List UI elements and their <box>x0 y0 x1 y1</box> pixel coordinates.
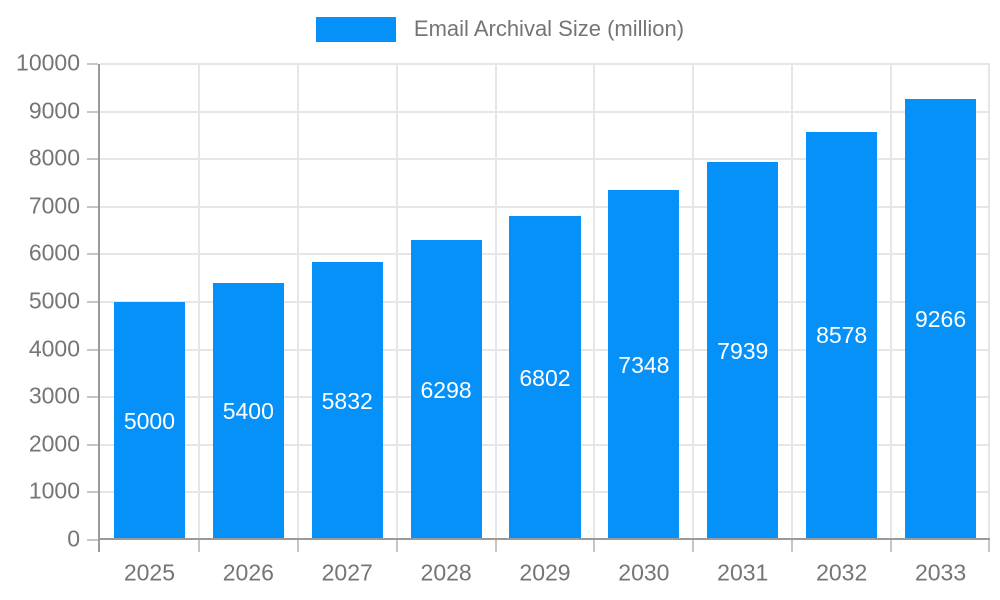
gridline-vertical <box>988 64 990 540</box>
gridline-vertical <box>593 64 596 540</box>
bar-2025[interactable]: 5000 <box>113 302 186 540</box>
gridline-vertical <box>296 64 299 540</box>
bar-2031[interactable]: 7939 <box>707 162 779 540</box>
gridline-vertical <box>791 64 794 540</box>
bar-2033[interactable]: 9266 <box>904 98 977 540</box>
x-axis-label: 2027 <box>321 559 373 586</box>
y-axis-label: 7000 <box>28 192 80 219</box>
y-axis-tick <box>87 539 98 541</box>
gridline-vertical <box>197 64 200 540</box>
bar-value-label: 9266 <box>914 305 967 332</box>
gridline-vertical <box>494 64 497 540</box>
legend-label: Email Archival Size (million) <box>413 16 685 41</box>
x-axis-label: 2030 <box>618 559 670 586</box>
y-axis-label: 9000 <box>28 97 80 124</box>
bar-value-label: 7348 <box>618 351 670 378</box>
bar-2032[interactable]: 8578 <box>806 131 878 540</box>
x-axis-tick <box>791 540 794 552</box>
bar-value-label: 7939 <box>717 337 769 364</box>
x-axis-line <box>98 538 990 540</box>
x-axis-label: 2032 <box>816 559 868 586</box>
gridline-horizontal <box>100 110 990 113</box>
x-axis-label: 2029 <box>519 559 571 586</box>
bar-2028[interactable]: 6298 <box>410 240 482 540</box>
x-axis-tick <box>890 540 893 552</box>
x-axis-label: 2028 <box>420 559 472 586</box>
bar-value-label: 6298 <box>420 376 472 403</box>
y-axis-tick <box>87 301 98 303</box>
y-axis-label: 6000 <box>28 239 80 266</box>
y-axis-tick <box>87 253 98 256</box>
y-axis-tick <box>87 205 98 208</box>
x-axis-tick <box>988 540 990 552</box>
x-axis-tick <box>494 540 497 552</box>
x-axis-tick <box>593 540 596 552</box>
gridline-vertical <box>890 64 893 540</box>
x-axis-label: 2025 <box>123 559 176 586</box>
y-axis-label: 10000 <box>16 49 80 76</box>
gridline-horizontal <box>100 205 990 208</box>
bar-value-label: 5400 <box>222 397 274 424</box>
y-axis-tick <box>87 63 98 65</box>
bar-2029[interactable]: 6802 <box>509 216 581 540</box>
y-axis-line <box>98 64 100 552</box>
y-axis-tick <box>87 491 98 494</box>
gridline-vertical <box>395 64 398 540</box>
x-axis-tick <box>692 540 695 552</box>
y-axis-tick <box>87 443 98 446</box>
x-axis-label: 2033 <box>914 559 967 586</box>
y-axis-label: 5000 <box>28 287 80 314</box>
bar-value-label: 5000 <box>123 407 176 434</box>
x-axis-label: 2026 <box>222 559 274 586</box>
y-axis-tick <box>87 110 98 113</box>
bar-2026[interactable]: 5400 <box>212 282 284 540</box>
bar-value-label: 8578 <box>816 322 868 349</box>
x-axis-tick <box>395 540 398 552</box>
y-axis-label: 8000 <box>28 144 80 171</box>
y-axis-tick <box>87 158 98 161</box>
x-axis-tick <box>296 540 299 552</box>
gridline-vertical <box>692 64 695 540</box>
y-axis-label: 4000 <box>28 335 80 362</box>
x-axis-label: 2031 <box>717 559 769 586</box>
bar-2030[interactable]: 7348 <box>608 190 680 540</box>
bar-value-label: 5832 <box>321 387 373 414</box>
y-axis-label: 3000 <box>28 382 80 409</box>
x-axis-tick <box>197 540 200 552</box>
y-axis-label: 2000 <box>28 430 80 457</box>
y-axis-label: 0 <box>67 525 80 552</box>
gridline-horizontal <box>100 158 990 161</box>
y-axis-tick <box>87 396 98 399</box>
legend: Email Archival Size (million) <box>0 16 1000 42</box>
gridline-horizontal <box>100 63 990 65</box>
bar-2027[interactable]: 5832 <box>311 262 383 540</box>
plot-area: 0 1000 2000 3000 4000 5000 6000 7000 8000 9000 100… <box>16 51 990 584</box>
y-axis-label: 1000 <box>28 477 80 504</box>
legend-item[interactable]: Email Archival Size (million) <box>315 16 685 42</box>
bar-value-label: 6802 <box>519 364 571 391</box>
y-axis-tick <box>87 348 98 351</box>
legend-swatch <box>315 16 396 42</box>
